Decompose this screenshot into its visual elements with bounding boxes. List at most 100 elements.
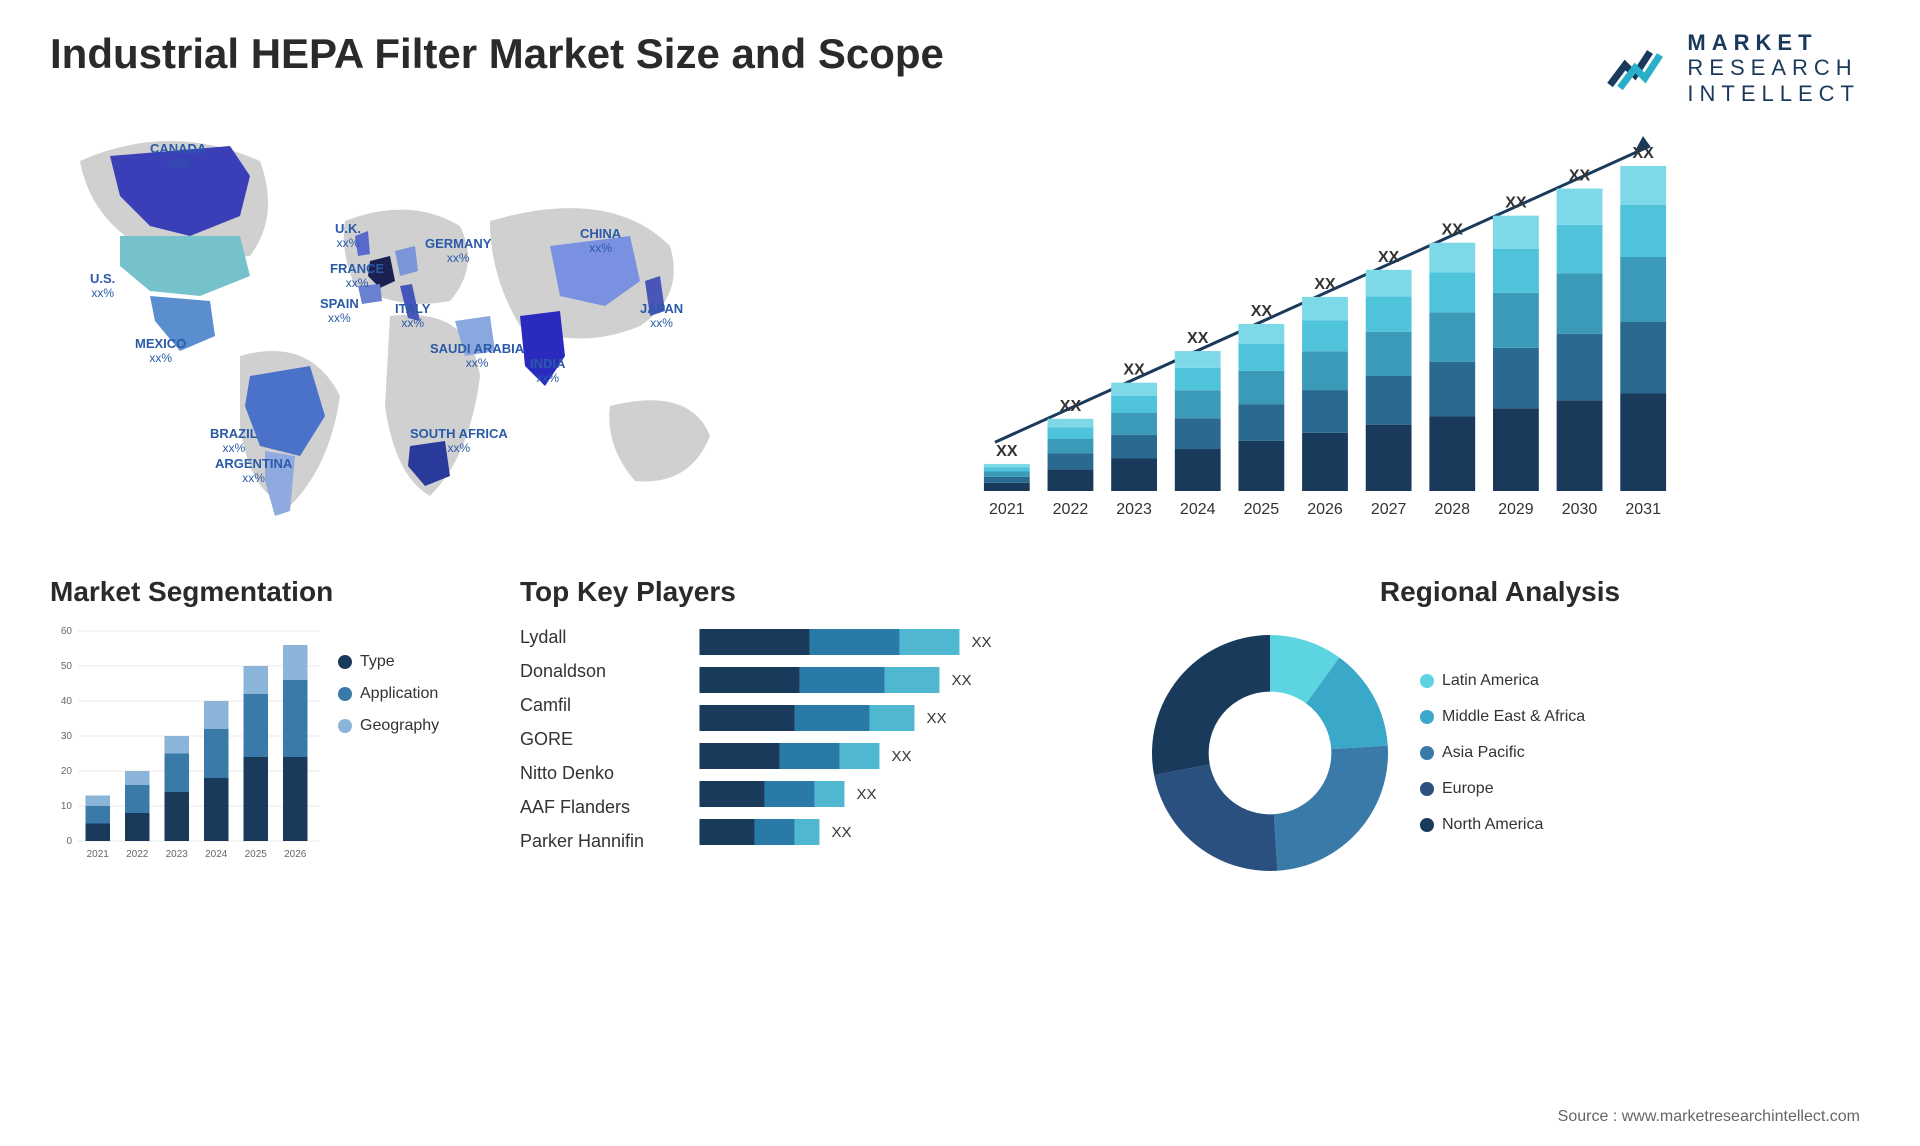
seg-bar-seg [86,823,110,841]
player-name: Camfil [520,695,644,716]
main-bar-value: XX [1314,276,1336,293]
main-bar-seg [1366,376,1412,425]
main-bar-value: XX [1187,330,1209,347]
seg-bar-seg [165,792,189,841]
main-bar-seg [1238,344,1284,371]
main-bar-seg [1429,243,1475,273]
player-bar-seg [700,743,780,769]
map-label-china: CHINAxx% [580,226,621,256]
main-bar-year: 2025 [1244,501,1280,518]
logo-line1: MARKET [1687,30,1860,55]
seg-bar-seg [283,680,307,757]
player-bar-seg [765,781,815,807]
player-bar-label: XX [832,824,852,841]
main-bar-seg [984,464,1030,467]
main-bar-value: XX [1060,398,1082,415]
main-bar-seg [1302,390,1348,433]
main-bar-seg [1557,334,1603,401]
regional-donut [1140,623,1400,883]
main-bar-seg [1175,368,1221,390]
main-bar-value: XX [1251,303,1273,320]
main-bar-value: XX [1123,362,1145,379]
seg-legend-item: Geography [338,717,439,735]
main-bar-seg [1111,396,1157,413]
main-bar-seg [1238,441,1284,491]
main-bar-seg [1493,293,1539,348]
main-bar-seg [1175,390,1221,418]
map-label-mexico: MEXICOxx% [135,336,186,366]
main-bar-value: XX [1505,195,1527,212]
player-bar-seg [840,743,880,769]
seg-bar-seg [204,729,228,778]
map-label-u.k.: U.K.xx% [335,221,361,251]
seg-bar-seg [204,701,228,729]
main-bar-seg [1048,469,1094,491]
main-bar-seg [1620,257,1666,322]
main-bar-value: XX [1378,249,1400,266]
player-bar-seg [700,705,795,731]
player-bar-seg [700,629,810,655]
seg-bar-seg [125,785,149,813]
main-bar-year: 2026 [1307,501,1343,518]
main-bar-year: 2031 [1625,501,1661,518]
regional-legend: Latin AmericaMiddle East & AfricaAsia Pa… [1420,672,1585,834]
main-bar-year: 2021 [989,501,1025,518]
player-bar-label: XX [857,786,877,803]
seg-year: 2025 [245,849,268,860]
main-bar-seg [1620,322,1666,394]
main-bar-year: 2028 [1434,501,1470,518]
seg-legend-item: Application [338,685,439,703]
player-bar-seg [885,667,940,693]
svg-text:0: 0 [66,836,72,847]
main-bar-seg [1302,320,1348,351]
map-label-argentina: ARGENTINAxx% [215,456,292,486]
seg-bar-seg [244,666,268,694]
seg-bar-seg [283,757,307,841]
main-bar-seg [1557,273,1603,333]
svg-text:10: 10 [61,801,73,812]
main-bar-seg [1302,433,1348,491]
player-bar-seg [780,743,840,769]
player-bar-label: XX [892,748,912,765]
main-bar-seg [1111,435,1157,459]
map-label-france: FRANCExx% [330,261,384,291]
main-bar-seg [1620,205,1666,257]
seg-bar-seg [86,806,110,824]
logo-line2: RESEARCH [1687,55,1860,80]
source-credit: Source : www.marketresearchintellect.com [1558,1108,1860,1126]
segmentation-title: Market Segmentation [50,576,490,608]
player-bar-seg [795,819,820,845]
main-bar-seg [984,483,1030,491]
svg-text:50: 50 [61,661,73,672]
map-label-south-africa: SOUTH AFRICAxx% [410,426,508,456]
player-name: AAF Flanders [520,797,644,818]
seg-bar-seg [244,757,268,841]
main-bar-seg [1620,393,1666,491]
player-bar-label: XX [972,634,992,651]
regional-legend-item: North America [1420,816,1585,834]
player-bar-seg [900,629,960,655]
main-bar-seg [1366,296,1412,331]
map-label-u.s.: U.S.xx% [90,271,115,301]
main-bar-seg [984,467,1030,471]
map-label-italy: ITALYxx% [395,301,430,331]
main-bar-seg [1429,416,1475,490]
player-name: Parker Hannifin [520,831,644,852]
main-bar-value: XX [1442,222,1464,239]
main-bar-seg [1175,351,1221,368]
seg-year: 2024 [205,849,228,860]
main-bar-seg [1048,419,1094,428]
main-bar-seg [1493,348,1539,409]
key-players-chart: XXXXXXXXXXXX [669,623,1110,873]
main-bar-year: 2030 [1562,501,1598,518]
main-bar-seg [1557,188,1603,224]
segmentation-chart: 0102030405060202120222023202420252026 [50,623,320,863]
main-bar-value: XX [1569,167,1591,184]
main-bar-year: 2022 [1053,501,1089,518]
player-bar-label: XX [952,672,972,689]
seg-year: 2022 [126,849,149,860]
regional-title: Regional Analysis [1140,576,1860,608]
player-bar-seg [815,781,845,807]
main-bar-year: 2027 [1371,501,1407,518]
brand-logo: MARKET RESEARCH INTELLECT [1605,30,1860,106]
